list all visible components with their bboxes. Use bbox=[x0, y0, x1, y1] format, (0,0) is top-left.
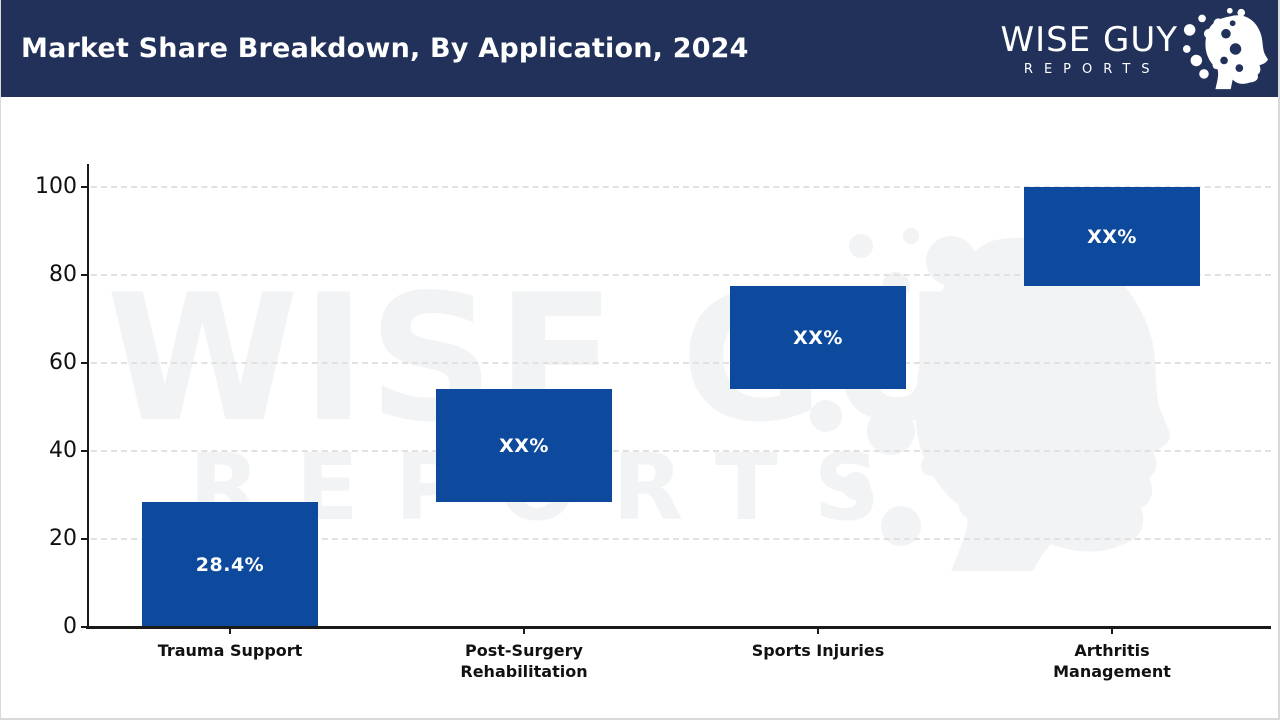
x-category-label: Sports Injuries bbox=[751, 641, 885, 660]
bar: XX% bbox=[1024, 187, 1200, 286]
header: Market Share Breakdown, By Application, … bbox=[1, 0, 1278, 97]
y-tick-mark bbox=[81, 538, 89, 540]
y-tick-mark bbox=[81, 362, 89, 364]
logo-wordmark: WISE GUY REPORTS bbox=[1000, 21, 1178, 77]
x-category-label: Trauma Support bbox=[157, 641, 303, 660]
y-tick-mark bbox=[81, 274, 89, 276]
y-tick-mark bbox=[81, 186, 89, 188]
y-tick-label: 0 bbox=[63, 614, 77, 639]
y-tick-label: 60 bbox=[49, 350, 77, 375]
logo-face-icon bbox=[1182, 8, 1268, 90]
bar: XX% bbox=[436, 389, 612, 503]
x-tick-mark bbox=[523, 628, 525, 634]
grid-line bbox=[91, 274, 1271, 276]
logo-subtext: REPORTS bbox=[1023, 62, 1161, 77]
logo: WISE GUY REPORTS bbox=[1000, 6, 1268, 92]
grid-line bbox=[91, 186, 1271, 188]
bar-value-label: XX% bbox=[793, 326, 843, 349]
y-tick-label: 20 bbox=[49, 526, 77, 551]
x-tick-mark bbox=[229, 628, 231, 634]
grid-line bbox=[91, 538, 1271, 540]
x-axis-line bbox=[86, 626, 1271, 629]
x-category-label: Arthritis Management bbox=[1053, 641, 1171, 681]
y-tick-label: 40 bbox=[49, 438, 77, 463]
x-tick-mark bbox=[817, 628, 819, 634]
y-tick-mark bbox=[81, 626, 89, 628]
logo-wordmark-text: WISE GUY bbox=[1000, 20, 1178, 60]
chart-title: Market Share Breakdown, By Application, … bbox=[21, 33, 749, 64]
bar: XX% bbox=[730, 286, 906, 390]
grid-line bbox=[91, 362, 1271, 364]
grid-line bbox=[91, 450, 1271, 452]
x-category-label: Post-Surgery Rehabilitation bbox=[460, 641, 588, 681]
y-tick-mark bbox=[81, 450, 89, 452]
x-tick-mark bbox=[1111, 628, 1113, 634]
y-tick-label: 100 bbox=[35, 174, 77, 199]
y-tick-label: 80 bbox=[49, 262, 77, 287]
bar-value-label: XX% bbox=[499, 434, 549, 457]
bar-value-label: 28.4% bbox=[195, 553, 265, 576]
bar-value-label: XX% bbox=[1087, 225, 1137, 248]
bar: 28.4% bbox=[142, 502, 318, 627]
y-axis-line bbox=[87, 164, 89, 629]
